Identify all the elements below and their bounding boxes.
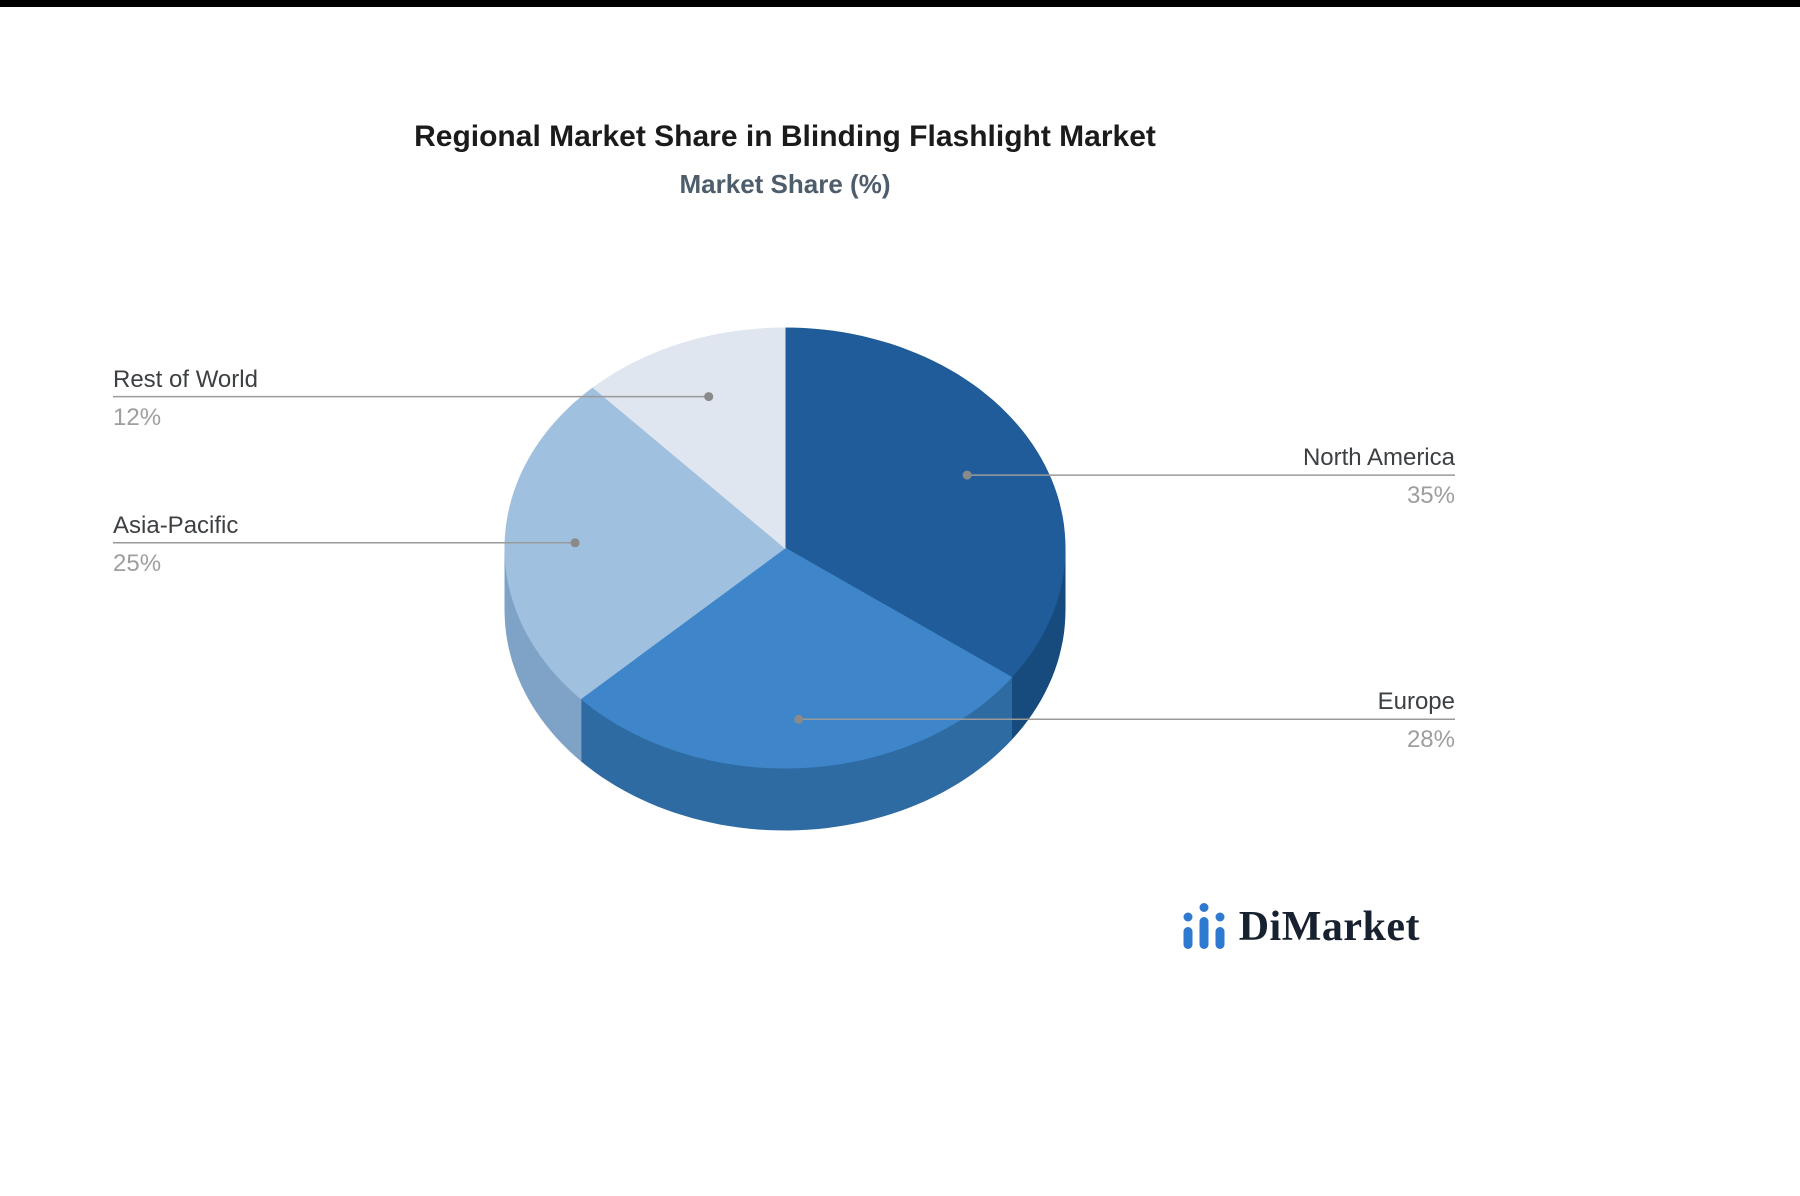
- slice-percent: 25%: [113, 550, 162, 577]
- dimarket-logo-icon: [1183, 903, 1225, 949]
- pie-slice-asia-pacific: [504, 386, 786, 700]
- callout-rest-of-world: Rest of World 12%: [113, 366, 258, 432]
- slice-name: North America: [1302, 444, 1455, 471]
- pie-slice-rest-of-world: [592, 327, 786, 550]
- callout-north-america: North America 35%: [1303, 444, 1455, 510]
- label-dot-north-america: [962, 470, 972, 480]
- label-dot-europe: [794, 714, 804, 724]
- dimarket-logo-text: DiMarket: [1238, 904, 1420, 950]
- callout-europe: Europe 28%: [1378, 688, 1455, 754]
- label-dot-asia-pacific: [570, 538, 580, 548]
- label-dot-rest-of-world: [704, 392, 714, 402]
- dimarket-logo: DiMarket: [1182, 903, 1420, 951]
- pie-slice-north-america: [784, 327, 1066, 678]
- slice-name: Rest of World: [113, 366, 258, 393]
- slice-percent: 12%: [113, 404, 162, 431]
- slice-percent: 28%: [1406, 726, 1455, 753]
- callout-asia-pacific: Asia-Pacific 25%: [113, 512, 238, 578]
- slice-name: Europe: [1377, 688, 1455, 715]
- pie-slice-europe: [580, 547, 1013, 769]
- chart-title: Regional Market Share in Blinding Flashl…: [414, 120, 1156, 153]
- slice-name: Asia-Pacific: [113, 512, 239, 539]
- top-border: [0, 0, 1800, 7]
- chart-subtitle: Market Share (%): [679, 169, 891, 199]
- slice-percent: 35%: [1406, 482, 1455, 509]
